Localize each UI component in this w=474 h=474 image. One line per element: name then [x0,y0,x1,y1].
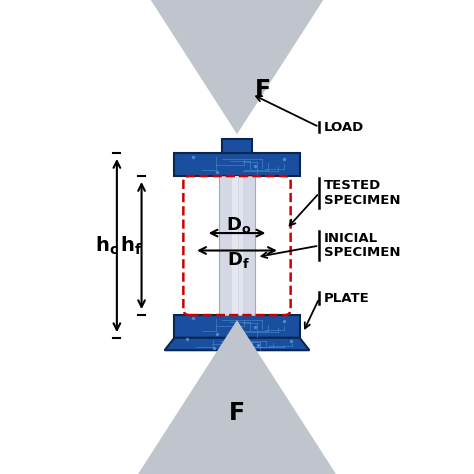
Text: TESTED: TESTED [324,179,381,192]
Text: LOAD: LOAD [324,120,364,134]
Bar [219,176,255,315]
Text: SPECIMEN: SPECIMEN [324,194,400,207]
Bar [232,176,238,315]
Text: $\mathbf{D_o}$: $\mathbf{D_o}$ [226,215,251,235]
Bar [174,315,300,337]
Text: F: F [255,78,271,102]
Bar [174,154,300,176]
Text: $\mathbf{D_f}$: $\mathbf{D_f}$ [227,250,250,270]
Text: PLATE: PLATE [324,292,369,305]
Text: $\mathbf{h_c}$: $\mathbf{h_c}$ [95,235,118,257]
Bar [222,350,252,365]
Bar [222,138,252,154]
Bar [239,176,243,315]
Text: $\mathbf{h_f}$: $\mathbf{h_f}$ [120,235,142,257]
Text: INICIAL: INICIAL [324,232,378,245]
Text: F: F [229,401,245,425]
Text: SPECIMEN: SPECIMEN [324,246,400,259]
Polygon shape [164,337,310,350]
